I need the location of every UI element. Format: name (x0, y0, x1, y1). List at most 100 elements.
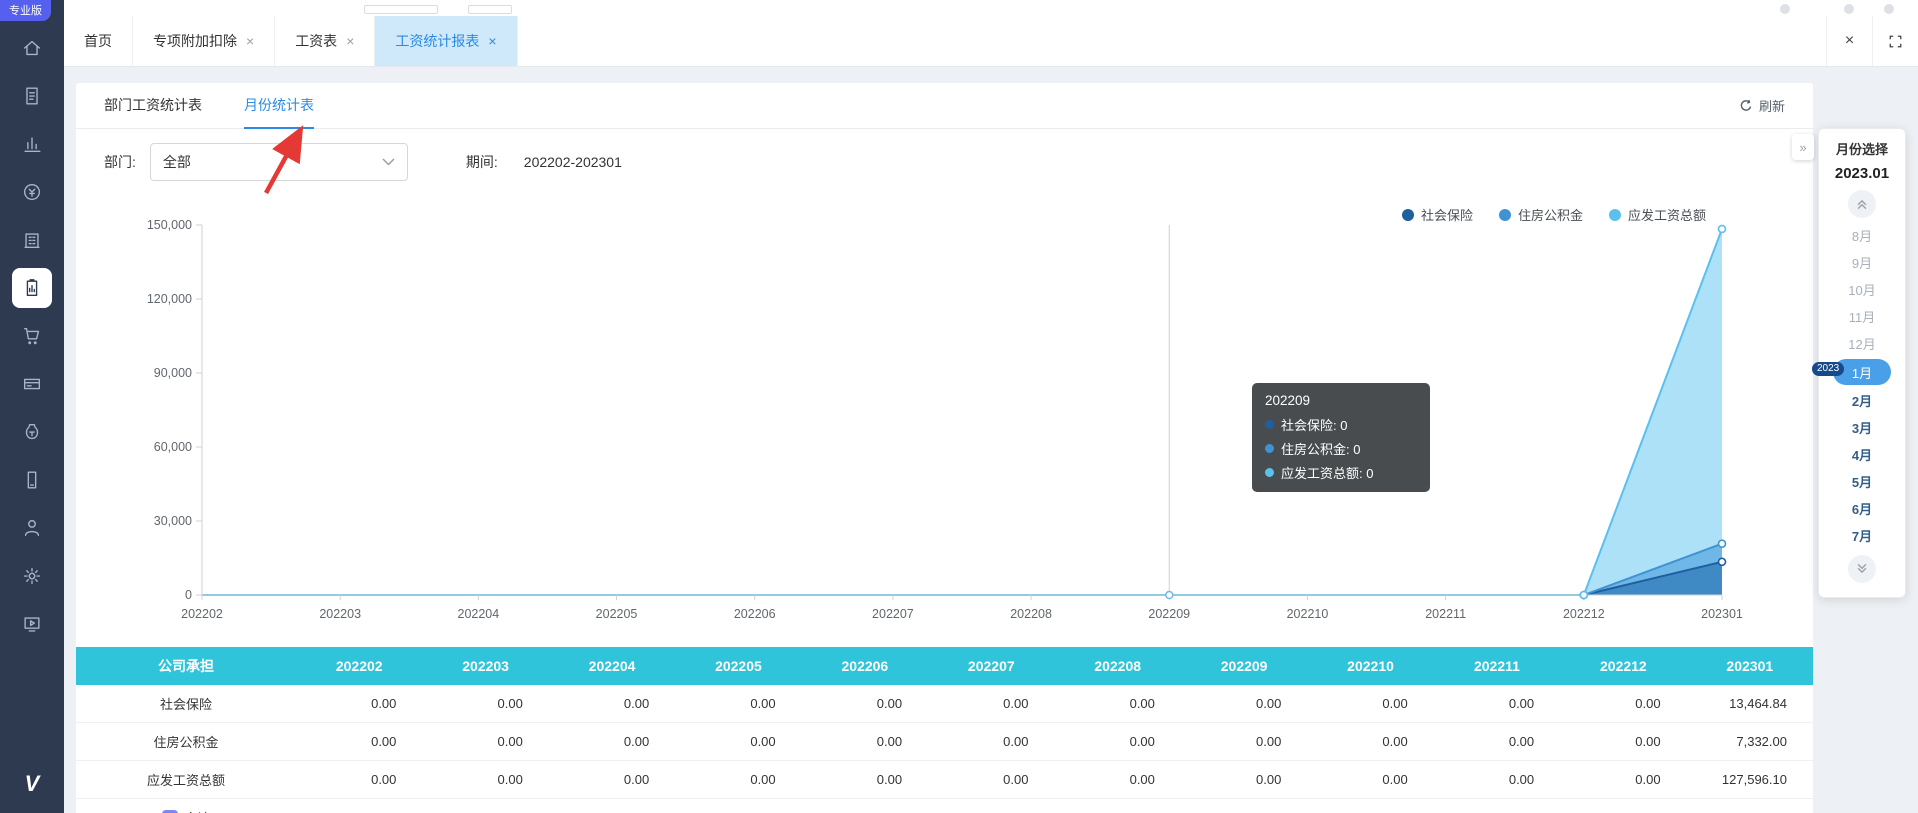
sidebar-item-funds[interactable] (12, 172, 52, 212)
app-tab-label: 工资统计报表 (395, 33, 480, 49)
month-item[interactable]: 3月 (1851, 421, 1873, 436)
year-badge: 2023 (1812, 362, 1845, 376)
app-tabbar-tabs: 首页 专项附加扣除 × 工资表 × 工资统计报表 × (64, 16, 518, 66)
legend-dot (1608, 208, 1621, 221)
month-item[interactable]: 6月 (1851, 502, 1873, 517)
salary-icon (25, 423, 39, 440)
table-cell: 0.00 (1307, 799, 1434, 813)
table-cell: 0.00 (675, 761, 802, 799)
month-item[interactable]: 2月 (1851, 394, 1873, 409)
cropped-header-control (468, 5, 512, 14)
month-item[interactable]: 9月 (1851, 256, 1873, 271)
tab-close-icon[interactable]: × (488, 33, 497, 49)
department-select[interactable]: 全部 (149, 143, 408, 181)
sidebar-item-settings[interactable] (12, 556, 52, 596)
legend-item[interactable]: 住房公积金 (1498, 205, 1583, 224)
sidebar-item-voucher[interactable] (12, 76, 52, 116)
y-axis-label: 90,000 (154, 366, 192, 380)
table-cell: 0.00 (1180, 685, 1308, 723)
sidebar-item-tutorial[interactable] (12, 604, 52, 644)
refresh-button[interactable]: 刷新 (1739, 96, 1785, 115)
month-panel-collapse-button[interactable]: » (1792, 134, 1814, 160)
purchase-icon (23, 327, 40, 345)
fullscreen-icon (1889, 35, 1902, 47)
table-row-label: 社会保险 (76, 685, 296, 723)
table-cell: 0.00 (1054, 799, 1181, 813)
table-cell: 0.00 (1433, 799, 1561, 813)
period-value[interactable]: 202202-202301 (523, 154, 622, 170)
x-axis-label: 202204 (458, 607, 500, 621)
salary-table-grid: 公司承担 202202 202203 202204 202205 202206 202207… (76, 647, 1813, 813)
month-selector-panel: 月份选择 2023.01 8月 9月 10月 11月 12月 2023 1月 2月 3月 4月 5月… (1812, 128, 1906, 598)
legend-item[interactable]: 应发工资总额 (1608, 205, 1706, 224)
chart-area-band (202, 561, 1722, 595)
close-tabs-button[interactable]: × (1826, 16, 1872, 66)
salary-chart-svg[interactable]: 0 30,000 60,000 90,000 120,000 150,000 202202 2… (92, 205, 1772, 635)
x-axis-label: 202210 (1287, 607, 1329, 621)
sidebar-item-chart[interactable] (12, 124, 52, 164)
scroll-up-button[interactable] (1848, 190, 1876, 218)
report-subtabs: 部门工资统计表 月份统计表 刷新 (76, 83, 1813, 195)
legend-dot (1498, 208, 1511, 221)
table-cell: 0.00 (1054, 685, 1181, 723)
department-select-value: 全部 (162, 154, 191, 170)
collapse-icon: » (1799, 139, 1807, 155)
fullscreen-button[interactable] (1872, 16, 1918, 66)
sidebar-item-report[interactable] (12, 268, 52, 308)
month-item[interactable]: 7月 (1851, 529, 1873, 544)
tabbar-controls: × (1826, 16, 1918, 66)
table-cell: 0.00 (675, 799, 802, 813)
period-label: 期间: (465, 154, 498, 170)
sidebar-item-bank-card[interactable] (12, 364, 52, 404)
sidebar-item-contacts[interactable] (12, 508, 52, 548)
x-axis-label: 202209 (1148, 607, 1190, 621)
sidebar-item-salary[interactable] (12, 412, 52, 452)
receipt-icon (27, 471, 37, 489)
table-header-cell: 202212 (1560, 647, 1687, 685)
chart-area-band (202, 543, 1722, 595)
report-subtab[interactable]: 部门工资统计表 (104, 96, 202, 113)
bank-card-icon (23, 378, 41, 390)
legend-label: 社会保险 (1420, 208, 1473, 223)
app-tab-label: 首页 (84, 33, 112, 49)
app-tab[interactable]: 工资统计报表 × (375, 16, 518, 66)
table-header-cell: 202205 (675, 647, 802, 685)
table-cell: 0.00 (1054, 723, 1181, 761)
month-item-active[interactable]: 2023 1月 (1812, 359, 1891, 385)
month-item[interactable]: 8月 (1851, 229, 1873, 244)
legend-item[interactable]: 社会保险 (1401, 205, 1473, 224)
table-row-label: 应发工资总额 (76, 761, 296, 799)
app-tab-label: 工资表 (295, 33, 338, 49)
app-tab[interactable]: 工资表 × (275, 16, 376, 66)
month-item[interactable]: 5月 (1851, 475, 1873, 490)
data-point-marker (1579, 590, 1589, 600)
tab-close-icon[interactable]: × (246, 33, 255, 49)
month-panel-title: 月份选择 (1835, 142, 1888, 157)
brand-logo: V (24, 771, 40, 796)
month-item[interactable]: 11月 (1848, 310, 1876, 325)
salary-chart: 社会保险 住房公积金 应发工资总额 0 30,000 60,000 90,000 120,0… (92, 205, 1801, 639)
sidebar-item-purchase[interactable] (12, 316, 52, 356)
scroll-down-button[interactable] (1848, 555, 1876, 583)
app-tab[interactable]: 专项附加扣除 × (133, 16, 276, 66)
table-cell: 0.00 (296, 685, 423, 723)
month-item[interactable]: 10月 (1848, 283, 1876, 298)
total-row-icon: ¥ (161, 809, 178, 813)
month-item[interactable]: 12月 (1848, 337, 1876, 352)
app-tab[interactable]: 首页 (64, 16, 133, 66)
month-item[interactable]: 4月 (1851, 448, 1873, 463)
x-axis-label: 202301 (1701, 607, 1743, 621)
sidebar-item-home[interactable] (12, 28, 52, 68)
table-row-label: 住房公积金 (76, 723, 296, 761)
sidebar-item-receipt[interactable] (12, 460, 52, 500)
tab-close-icon[interactable]: × (346, 33, 355, 49)
settings-icon (23, 567, 41, 585)
table-cell: 0.00 (801, 761, 929, 799)
sidebar-item-invoice[interactable] (12, 220, 52, 260)
report-subtab[interactable]: 月份统计表 (244, 83, 314, 129)
table-cell: 0.00 (1307, 685, 1434, 723)
table-cell: 0.00 (928, 685, 1055, 723)
x-axis-label: 202205 (596, 607, 638, 621)
cropped-header-icon (1780, 4, 1790, 14)
y-axis-label: 150,000 (147, 218, 192, 232)
